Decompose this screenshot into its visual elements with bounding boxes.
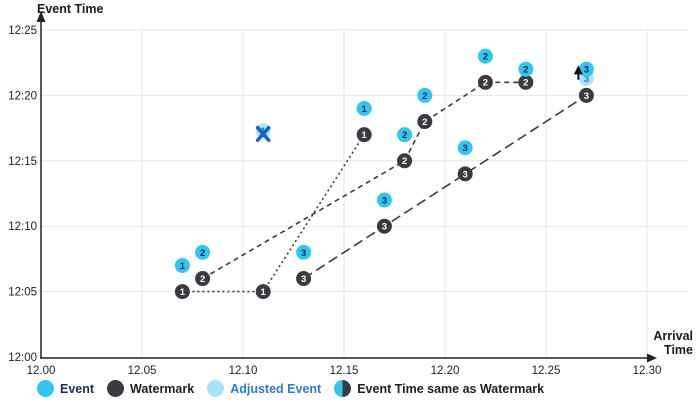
point-label: 3 [463, 143, 468, 154]
point-label: 2 [200, 274, 205, 285]
point-label: 3 [584, 91, 589, 102]
event-point [296, 244, 312, 260]
event-point [376, 192, 392, 208]
legend-item-adjusted-event: Adjusted Event [207, 380, 321, 397]
point-label: 3 [584, 65, 589, 76]
event-point [477, 48, 493, 64]
watermark-point [174, 284, 190, 300]
point-label: 3 [301, 274, 306, 285]
point-label: 2 [483, 52, 488, 63]
adjusted-up-arrow-icon [573, 65, 583, 75]
watermark-point [578, 87, 594, 103]
x-tick-label: 12.10 [229, 365, 258, 377]
x-tick-label: 12.15 [330, 365, 359, 377]
point-label: 3 [382, 195, 387, 206]
x-axis-arrow-icon [647, 353, 657, 363]
watermark-point [518, 74, 534, 90]
watermark-point [296, 271, 312, 287]
point-label: 1 [362, 104, 368, 115]
point-label: 3 [463, 169, 468, 180]
y-tick-label: 12:05 [8, 287, 37, 299]
legend-item-watermark: Watermark [107, 380, 194, 397]
point-label: 1 [180, 287, 186, 298]
x-tick-label: 12.25 [532, 365, 561, 377]
watermark-point [376, 218, 392, 234]
point-label: 3 [301, 248, 306, 259]
y-axis-arrow-icon [36, 11, 46, 22]
event-point [518, 61, 534, 77]
point-label: 2 [422, 117, 427, 128]
point-label: 2 [200, 248, 205, 259]
event-point [417, 87, 433, 103]
y-tick-label: 12:00 [8, 352, 37, 364]
watermark-line-substream-2 [202, 81, 526, 280]
point-label: 1 [261, 287, 267, 298]
x-tick-label: 12.30 [633, 365, 662, 377]
watermark-point [477, 74, 493, 90]
legend-swatch-adjusted-event [207, 380, 225, 397]
point-label: 2 [523, 78, 528, 89]
watermark-point [195, 271, 211, 287]
watermark-point [255, 284, 271, 300]
legend-label-event-same-as-watermark: Event Time same as Watermark [357, 381, 545, 396]
event-point [457, 140, 473, 156]
point-label: 1 [362, 130, 368, 141]
event-point [174, 257, 190, 273]
legend-swatch-watermark [107, 380, 125, 397]
y-tick-label: 12:15 [8, 156, 37, 168]
legend-swatch-event [37, 380, 54, 397]
event-point [397, 127, 413, 143]
point-label: 2 [422, 91, 427, 102]
adjusted-event-point [255, 123, 271, 139]
point-label: 2 [523, 65, 528, 76]
y-tick-label: 12:10 [8, 221, 37, 233]
x-tick-label: 12.00 [27, 365, 56, 377]
watermark-point [397, 153, 413, 169]
watermark-point [417, 114, 433, 130]
point-label: 1 [180, 261, 186, 272]
legend-label-watermark: Watermark [130, 381, 195, 396]
legend-swatch-event-same-as-watermark [334, 380, 352, 397]
x-tick-label: 12.20 [431, 365, 460, 377]
legend-label-adjusted-event: Adjusted Event [230, 381, 322, 396]
y-axis-title: Event Time [37, 2, 104, 16]
x-axis-title: Arrival Time [653, 329, 693, 358]
dropped-event-cross-icon [255, 125, 271, 143]
legend: Event Watermark Adjusted Event Event Tim… [37, 380, 544, 397]
watermark-line-substream-1 [182, 134, 365, 293]
point-label: 2 [402, 130, 407, 141]
watermark-line-substream-3 [303, 94, 587, 280]
y-tick-label: 12:20 [8, 90, 37, 102]
x-tick-label: 12.05 [128, 365, 157, 377]
point-label: 3 [584, 74, 589, 85]
y-tick-label: 12:25 [8, 25, 37, 37]
watermark-point [457, 166, 473, 182]
point-label: 2 [483, 78, 488, 89]
legend-label-event: Event [60, 381, 95, 396]
event-point [195, 244, 211, 260]
watermark-point [356, 127, 372, 143]
point-label: 3 [382, 222, 387, 233]
legend-item-event-same-as-watermark: Event Time same as Watermark [334, 380, 544, 397]
event-point [578, 61, 594, 77]
legend-item-event: Event [37, 380, 94, 397]
event-point [356, 100, 372, 116]
point-label: 2 [402, 156, 407, 167]
